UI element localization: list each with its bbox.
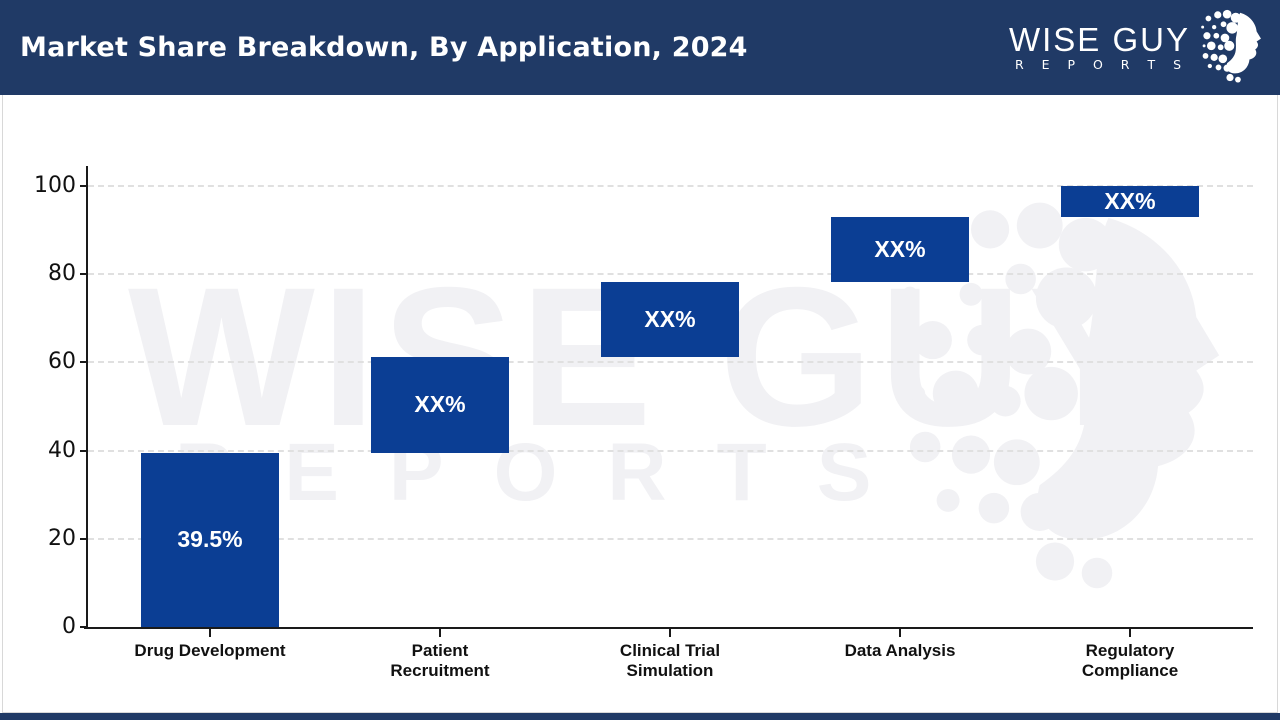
x-axis-category-label: Regulatory Compliance [1020,641,1240,681]
bar-regulatory-compliance: XX% [1061,186,1199,217]
y-axis-tick-label: 40 [48,437,76,463]
gridline-100 [88,185,1253,187]
y-axis-tick-label: 80 [48,261,76,287]
bar-drug-development: 39.5% [141,452,279,627]
x-axis-category-label: Clinical Trial Simulation [560,641,780,681]
x-axis-label-line: Clinical Trial [619,641,721,660]
wiseguy-logo-text: WISE GUY R E P O R T S [1009,23,1190,72]
y-axis-line [86,166,88,629]
y-axis-tick-mark [80,273,88,276]
bar-value-label: XX% [874,235,926,262]
y-axis-tick-mark [80,449,88,452]
y-axis-tick-mark [80,185,88,187]
bar-data-analysis: XX% [831,216,969,282]
footer-bar [0,713,1280,720]
y-axis-tick-mark [80,537,88,540]
y-axis-tick-label: 100 [34,173,76,198]
x-axis-label-line: Patient [411,641,469,660]
x-axis-label-line: Recruitment [390,661,490,680]
x-axis-label-line: Drug Development [134,641,286,660]
page-title: Market Share Breakdown, By Application, … [20,32,748,63]
bar-value-label: XX% [414,391,466,418]
logo-brand-name: WISE GUY [1008,21,1190,59]
x-axis-tick-mark [899,629,901,637]
bar-value-label: XX% [1104,187,1156,214]
x-axis-tick-mark [209,629,211,637]
y-axis-tick-label: 60 [48,349,76,375]
x-axis-tick-mark [1129,629,1131,637]
wiseguy-logo: WISE GUY R E P O R T S [1009,7,1280,89]
x-axis-label-line: Regulatory [1085,641,1175,660]
y-axis-tick-label: 20 [48,525,76,551]
x-axis-label-line: Simulation [626,661,714,680]
y-axis-tick-mark [80,361,88,364]
face-dots-icon [1201,9,1261,83]
x-axis-label-line: Data Analysis [844,641,956,660]
gridline-20 [88,537,1253,540]
bar-clinical-trial-simulation: XX% [601,281,739,357]
x-axis-tick-mark [669,629,671,637]
bar-value-label: 39.5% [177,526,243,553]
bar-patient-recruitment: XX% [371,356,509,453]
gridline-80 [88,273,1253,276]
header-bar: Market Share Breakdown, By Application, … [0,0,1280,95]
x-axis-tick-mark [439,629,441,637]
gridline-40 [88,449,1253,452]
gridline-60 [88,361,1253,364]
x-axis-category-label: Drug Development [100,641,320,661]
bar-value-label: XX% [644,305,696,332]
x-axis-line [84,627,1253,629]
x-axis-category-label: Patient Recruitment [330,641,550,681]
x-axis-label-line: Compliance [1081,661,1179,680]
x-axis-category-label: Data Analysis [790,641,1010,661]
logo-brand-subtitle: R E P O R T S [1014,57,1189,73]
y-axis-tick-label: 0 [62,614,76,639]
